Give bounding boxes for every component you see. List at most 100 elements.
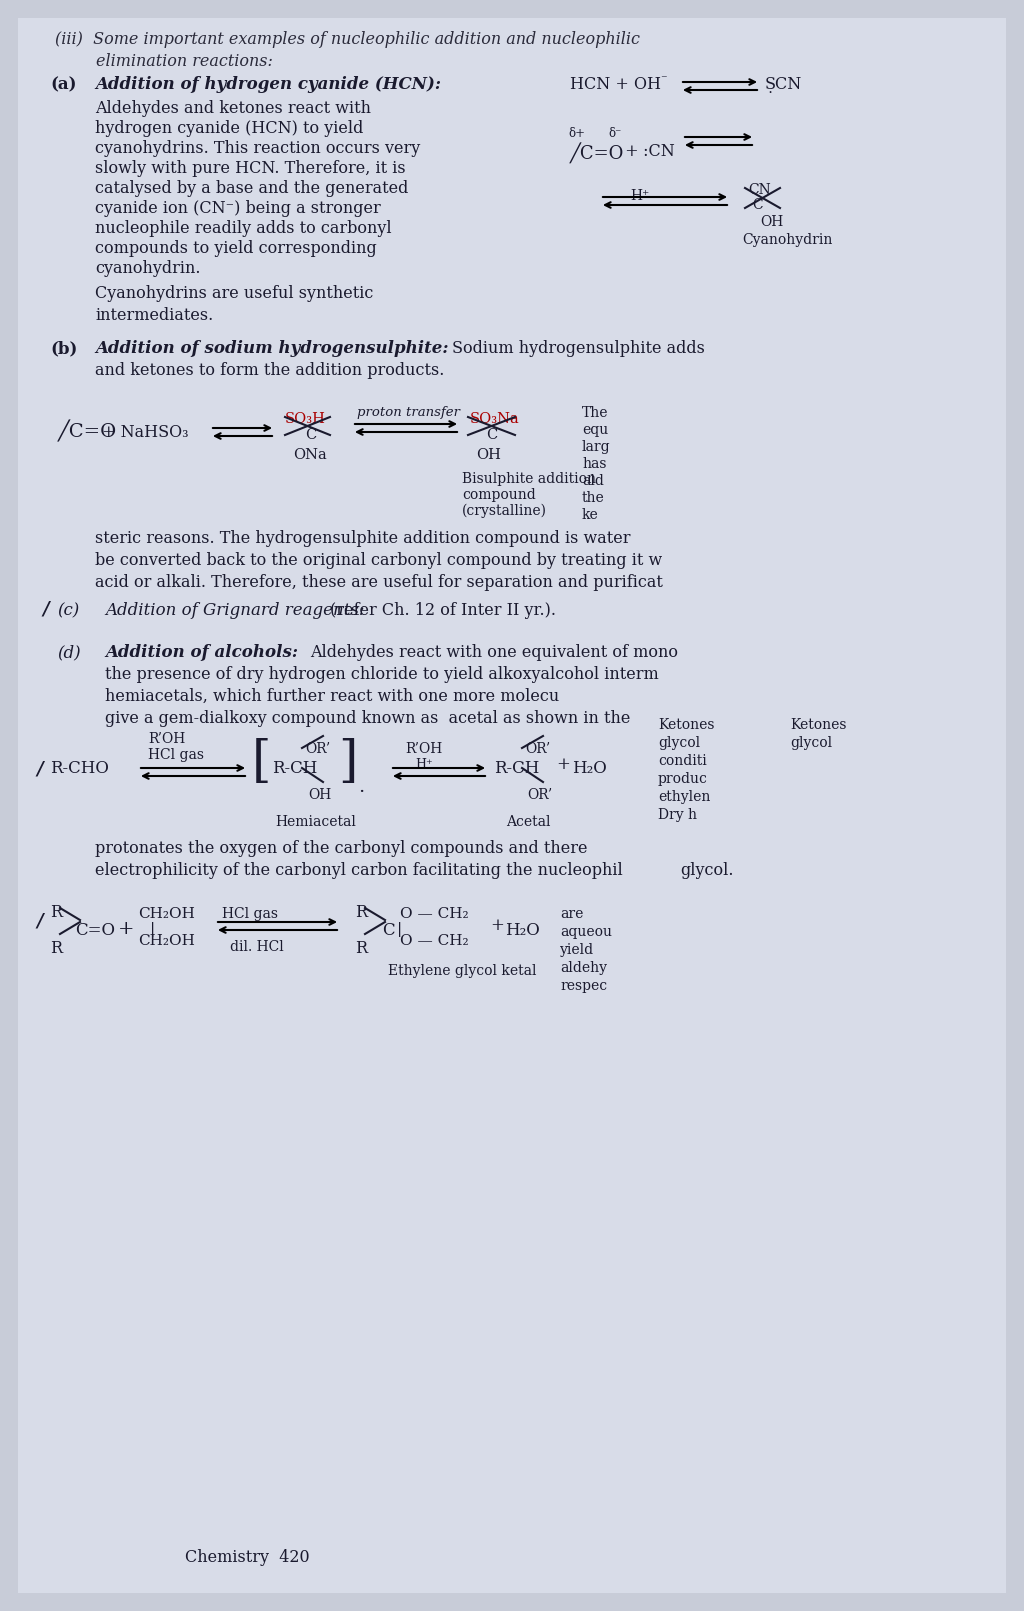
Text: +: + [620,143,639,159]
Text: respec: respec [560,979,607,992]
Text: R-CH: R-CH [272,760,317,777]
Text: cyanide ion (CN⁻) being a stronger: cyanide ion (CN⁻) being a stronger [95,200,381,217]
Text: HCl gas: HCl gas [148,748,204,762]
Text: /: / [36,912,43,930]
Text: yield: yield [560,942,594,957]
Text: Aldehydes and ketones react with: Aldehydes and ketones react with [95,100,371,118]
Text: OR’: OR’ [525,743,550,756]
Text: glycol: glycol [658,736,700,751]
Text: OR’: OR’ [527,788,552,802]
Text: aldehy: aldehy [560,962,607,975]
Text: Chemistry  420: Chemistry 420 [185,1550,309,1566]
Text: glycol: glycol [790,736,833,751]
Text: conditi: conditi [658,754,707,768]
Text: |: | [397,921,402,938]
Text: Dry h: Dry h [658,809,697,822]
Text: Bisulphite addition: Bisulphite addition [462,472,596,487]
Text: ╱C=O: ╱C=O [570,143,625,164]
Text: O — CH₂: O — CH₂ [400,934,469,947]
Text: hemiacetals, which further react with one more molecu: hemiacetals, which further react with on… [105,688,559,706]
Text: H₂O: H₂O [505,921,540,939]
Text: |: | [150,921,156,938]
Text: OH: OH [476,448,501,462]
Text: catalysed by a base and the generated: catalysed by a base and the generated [95,180,409,197]
Text: [: [ [252,738,271,788]
Text: Sodium hydrogensulphite adds: Sodium hydrogensulphite adds [452,340,705,358]
Text: ]: ] [338,738,357,788]
Text: compound: compound [462,488,536,503]
Text: cyanohydrins. This reaction occurs very: cyanohydrins. This reaction occurs very [95,140,420,156]
Text: C: C [752,198,763,213]
Text: HCN + OH: HCN + OH [570,76,662,93]
Text: produc: produc [658,772,708,786]
Text: R’OH: R’OH [406,743,442,756]
Text: C: C [305,429,316,441]
Text: R-CHO: R-CHO [50,760,109,777]
Text: +: + [556,756,570,773]
Text: glycol.: glycol. [680,862,733,880]
Text: ke: ke [582,507,599,522]
Text: dil. HCl: dil. HCl [230,939,284,954]
Text: Acetal: Acetal [506,815,551,830]
Text: δ+: δ+ [568,127,585,140]
Text: protonates the oxygen of the carbonyl compounds and there: protonates the oxygen of the carbonyl co… [95,839,588,857]
Text: HCl gas: HCl gas [222,907,278,921]
Text: δ⁻: δ⁻ [608,127,622,140]
Text: Addition of hydrogen cyanide (HCN):: Addition of hydrogen cyanide (HCN): [95,76,441,93]
Text: R: R [355,939,368,957]
Text: cyanohydrin.: cyanohydrin. [95,259,201,277]
Text: the: the [582,491,605,504]
Text: give a gem-dialkoxy compound known as  acetal as shown in the: give a gem-dialkoxy compound known as ac… [105,710,631,727]
Text: acid or alkali. Therefore, these are useful for separation and purificat: acid or alkali. Therefore, these are use… [95,574,663,591]
Text: (iii)  Some important examples of nucleophilic addition and nucleophilic: (iii) Some important examples of nucleop… [55,31,640,48]
Text: R’OH: R’OH [148,731,185,746]
Text: R: R [355,904,368,921]
Text: (refer Ch. 12 of Inter II yr.).: (refer Ch. 12 of Inter II yr.). [330,603,556,619]
Text: H⁺: H⁺ [630,188,649,203]
Text: R: R [50,939,62,957]
Text: The: The [582,406,608,420]
Text: OH: OH [308,788,331,802]
Text: Ethylene glycol ketal: Ethylene glycol ketal [388,963,537,978]
Text: ethylen: ethylen [658,789,711,804]
Text: Cyanohydrins are useful synthetic: Cyanohydrins are useful synthetic [95,285,374,301]
Text: intermediates.: intermediates. [95,308,213,324]
Text: R-CH: R-CH [494,760,540,777]
Text: ṢCN: ṢCN [765,76,802,93]
Text: and ketones to form the addition products.: and ketones to form the addition product… [95,362,444,379]
Text: /: / [36,760,43,778]
Text: Ketones: Ketones [790,719,847,731]
Text: (a): (a) [50,76,77,93]
Text: ONa: ONa [293,448,327,462]
Text: ╱C=O: ╱C=O [58,420,118,441]
Text: aqueou: aqueou [560,925,612,939]
Text: ⁻: ⁻ [660,72,667,85]
Text: (d): (d) [57,644,81,661]
Text: SO₃Na: SO₃Na [470,412,520,425]
Text: (b): (b) [50,340,78,358]
Text: +: + [490,917,504,934]
Text: electrophilicity of the carbonyl carbon facilitating the nucleophil: electrophilicity of the carbonyl carbon … [95,862,623,880]
Text: hydrogen cyanide (HCN) to yield: hydrogen cyanide (HCN) to yield [95,119,364,137]
Text: H₂O: H₂O [572,760,607,777]
Text: the presence of dry hydrogen chloride to yield alkoxyalcohol interm: the presence of dry hydrogen chloride to… [105,665,658,683]
Text: CN: CN [748,184,771,197]
Text: OH: OH [760,214,783,229]
Text: H⁺: H⁺ [415,759,432,772]
Text: O — CH₂: O — CH₂ [400,907,469,921]
Text: Addition of sodium hydrogensulphite:: Addition of sodium hydrogensulphite: [95,340,449,358]
Text: Cyanohydrin: Cyanohydrin [742,234,833,246]
Text: /: / [42,599,48,619]
Text: slowly with pure HCN. Therefore, it is: slowly with pure HCN. Therefore, it is [95,159,406,177]
Text: .: . [358,778,365,796]
Text: OR’: OR’ [305,743,331,756]
Text: +: + [118,920,134,938]
Text: has: has [582,458,606,470]
Text: steric reasons. The hydrogensulphite addition compound is water: steric reasons. The hydrogensulphite add… [95,530,631,548]
Text: CH₂OH: CH₂OH [138,934,195,947]
Text: Addition of Grignard reagents:: Addition of Grignard reagents: [105,603,365,619]
Text: Ketones: Ketones [658,719,715,731]
Text: equ: equ [582,424,608,437]
Text: ald: ald [582,474,604,488]
Text: C: C [382,921,394,939]
